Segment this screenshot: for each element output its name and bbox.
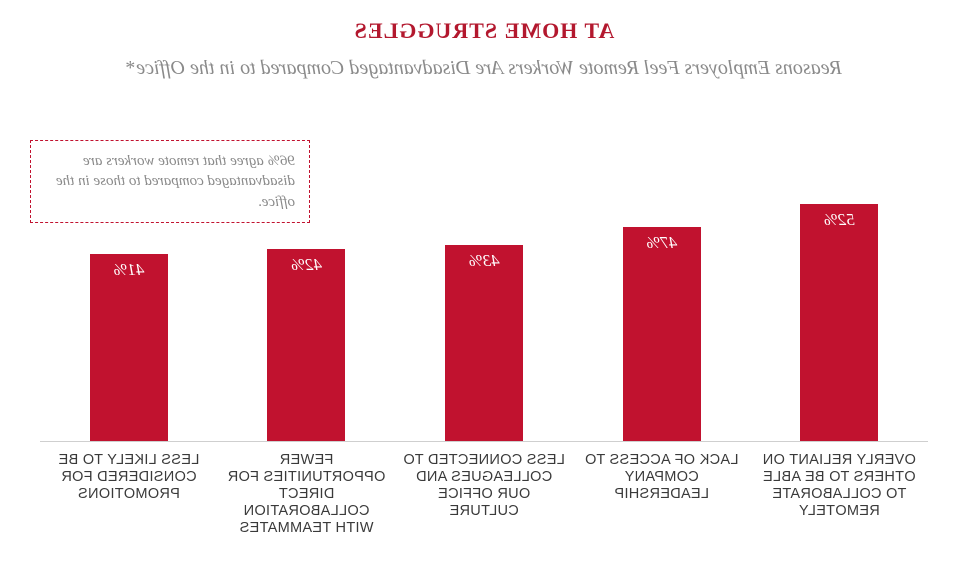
bar-value-label: 41%: [90, 260, 168, 280]
x-axis-label: OVERLY RELIANT ON OTHERS TO BE ABLE TO C…: [750, 452, 928, 562]
chart-subtitle: Reasons Employers Feel Remote Workers Ar…: [0, 56, 968, 81]
bar: 47%: [623, 227, 701, 441]
bars-group: 52% 47% 43% 42% 41%: [40, 200, 928, 441]
x-axis-label: LESS LIKELY TO BE CONSIDERED FOR PROMOTI…: [40, 452, 218, 562]
x-axis-label: LACK OF ACCESS TO COMPANY LEADERSHIP: [573, 452, 751, 562]
x-axis-label: FEWER OPPORTUNITIES FOR DIRECT COLLABORA…: [218, 452, 396, 562]
bar-slot: 41%: [40, 200, 218, 441]
bar: 41%: [90, 254, 168, 441]
bar-slot: 43%: [395, 200, 573, 441]
x-axis-labels: OVERLY RELIANT ON OTHERS TO BE ABLE TO C…: [40, 452, 928, 562]
bar-value-label: 52%: [800, 210, 878, 230]
bar: 52%: [800, 204, 878, 441]
plot-region: 52% 47% 43% 42% 41%: [40, 200, 928, 442]
bar: 42%: [267, 249, 345, 441]
bar-value-label: 43%: [445, 251, 523, 271]
chart-title: AT HOME STRUGGLES: [0, 0, 968, 44]
x-axis-label: LESS CONNECTED TO COLLEAGUES AND OUR OFF…: [395, 452, 573, 562]
chart-container: AT HOME STRUGGLES Reasons Employers Feel…: [0, 0, 968, 580]
bar: 43%: [445, 245, 523, 441]
bar-slot: 47%: [573, 200, 751, 441]
bar-slot: 42%: [218, 200, 396, 441]
bar-value-label: 42%: [267, 255, 345, 275]
chart-area: 52% 47% 43% 42% 41% OVERLY RELIANT ON OTHERS…: [40, 200, 928, 562]
bar-value-label: 47%: [623, 233, 701, 253]
bar-slot: 52%: [750, 200, 928, 441]
